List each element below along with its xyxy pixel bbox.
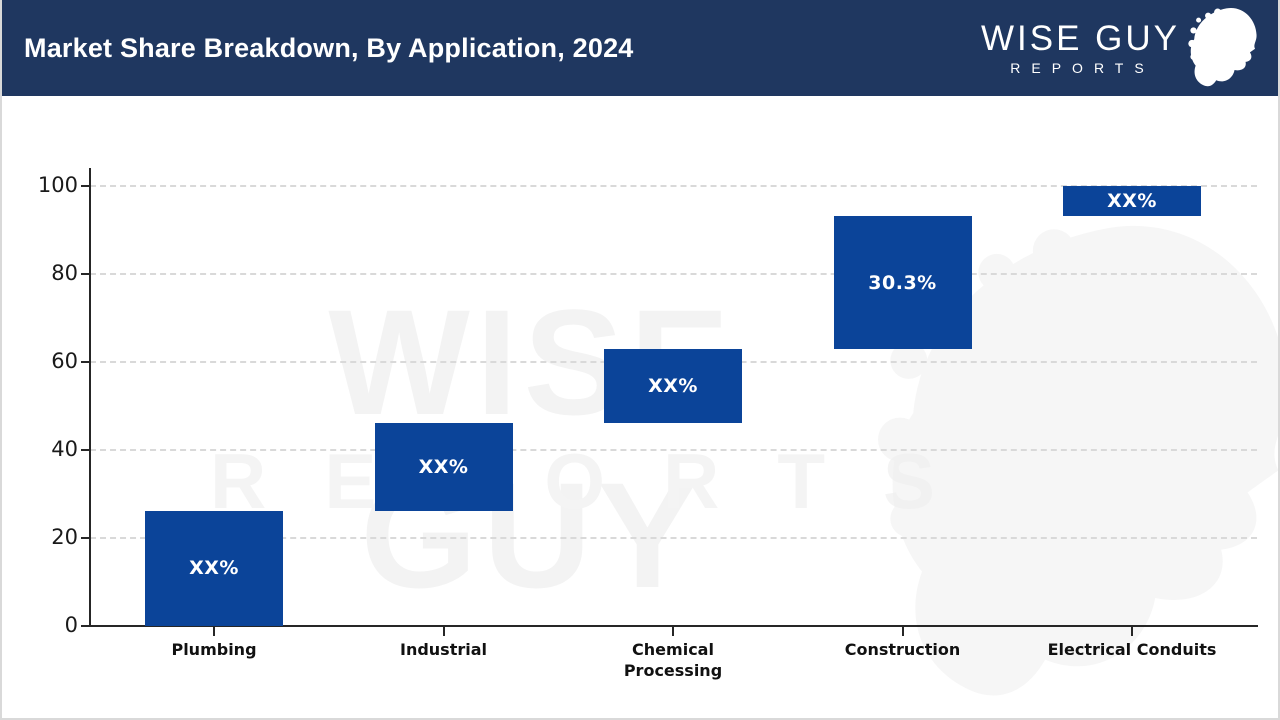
- logo-text: WISE GUY REPORTS: [981, 21, 1180, 76]
- chart-title: Market Share Breakdown, By Application, …: [24, 32, 634, 63]
- gridline: [90, 537, 1257, 539]
- bar-segment: 30.3%: [833, 215, 972, 350]
- y-axis-tick-label: 40: [51, 437, 78, 461]
- gridline: [90, 273, 1257, 275]
- logo-face-icon: [1188, 7, 1257, 87]
- bar-value-label: XX%: [648, 374, 698, 397]
- gridline: [90, 185, 1257, 187]
- bar-segment: XX%: [374, 422, 513, 511]
- y-axis-tick-label: 20: [51, 525, 78, 549]
- y-axis-line: [89, 168, 91, 627]
- y-axis-tick: [81, 625, 90, 627]
- x-axis-tick: [442, 627, 445, 636]
- bar-value-label: XX%: [189, 557, 239, 580]
- x-axis-category-label: Chemical Processing: [623, 640, 723, 680]
- y-axis-tick: [81, 537, 90, 539]
- logo-wordmark: WISE GUY: [980, 18, 1180, 58]
- x-axis-category-label: Industrial: [399, 640, 487, 659]
- y-axis-tick: [81, 449, 90, 451]
- bar-value-label: XX%: [418, 455, 469, 478]
- header: Market Share Breakdown, By Application, …: [2, 0, 1278, 96]
- y-axis-tick: [81, 273, 90, 275]
- x-axis-category-label: Electrical Conduits: [1047, 640, 1217, 659]
- y-axis-tick-label: 100: [37, 173, 78, 197]
- y-axis-tick-label: 80: [51, 261, 78, 285]
- x-axis-tick: [213, 627, 215, 636]
- y-axis-tick: [81, 361, 90, 363]
- bar-value-label: 30.3%: [868, 271, 937, 294]
- bar-segment: XX%: [604, 349, 742, 423]
- x-axis-tick: [1131, 627, 1133, 636]
- x-axis-tick: [901, 627, 904, 636]
- bar-segment: XX%: [1063, 186, 1201, 216]
- y-axis-tick: [81, 185, 90, 187]
- x-axis-category-label: Construction: [844, 640, 961, 659]
- y-axis-tick-label: 60: [51, 349, 78, 373]
- x-axis-category-label: Plumbing: [171, 640, 257, 659]
- y-axis-tick-label: 0: [64, 613, 78, 637]
- bar-segment: XX%: [145, 510, 283, 626]
- x-axis-tick: [672, 627, 674, 636]
- wiseguy-logo: WISE GUY REPORTS: [981, 4, 1264, 92]
- gridline: [90, 449, 1257, 451]
- x-axis-line: [89, 625, 1258, 627]
- bar-value-label: XX%: [1107, 189, 1157, 212]
- logo-subtext: REPORTS: [1010, 59, 1155, 76]
